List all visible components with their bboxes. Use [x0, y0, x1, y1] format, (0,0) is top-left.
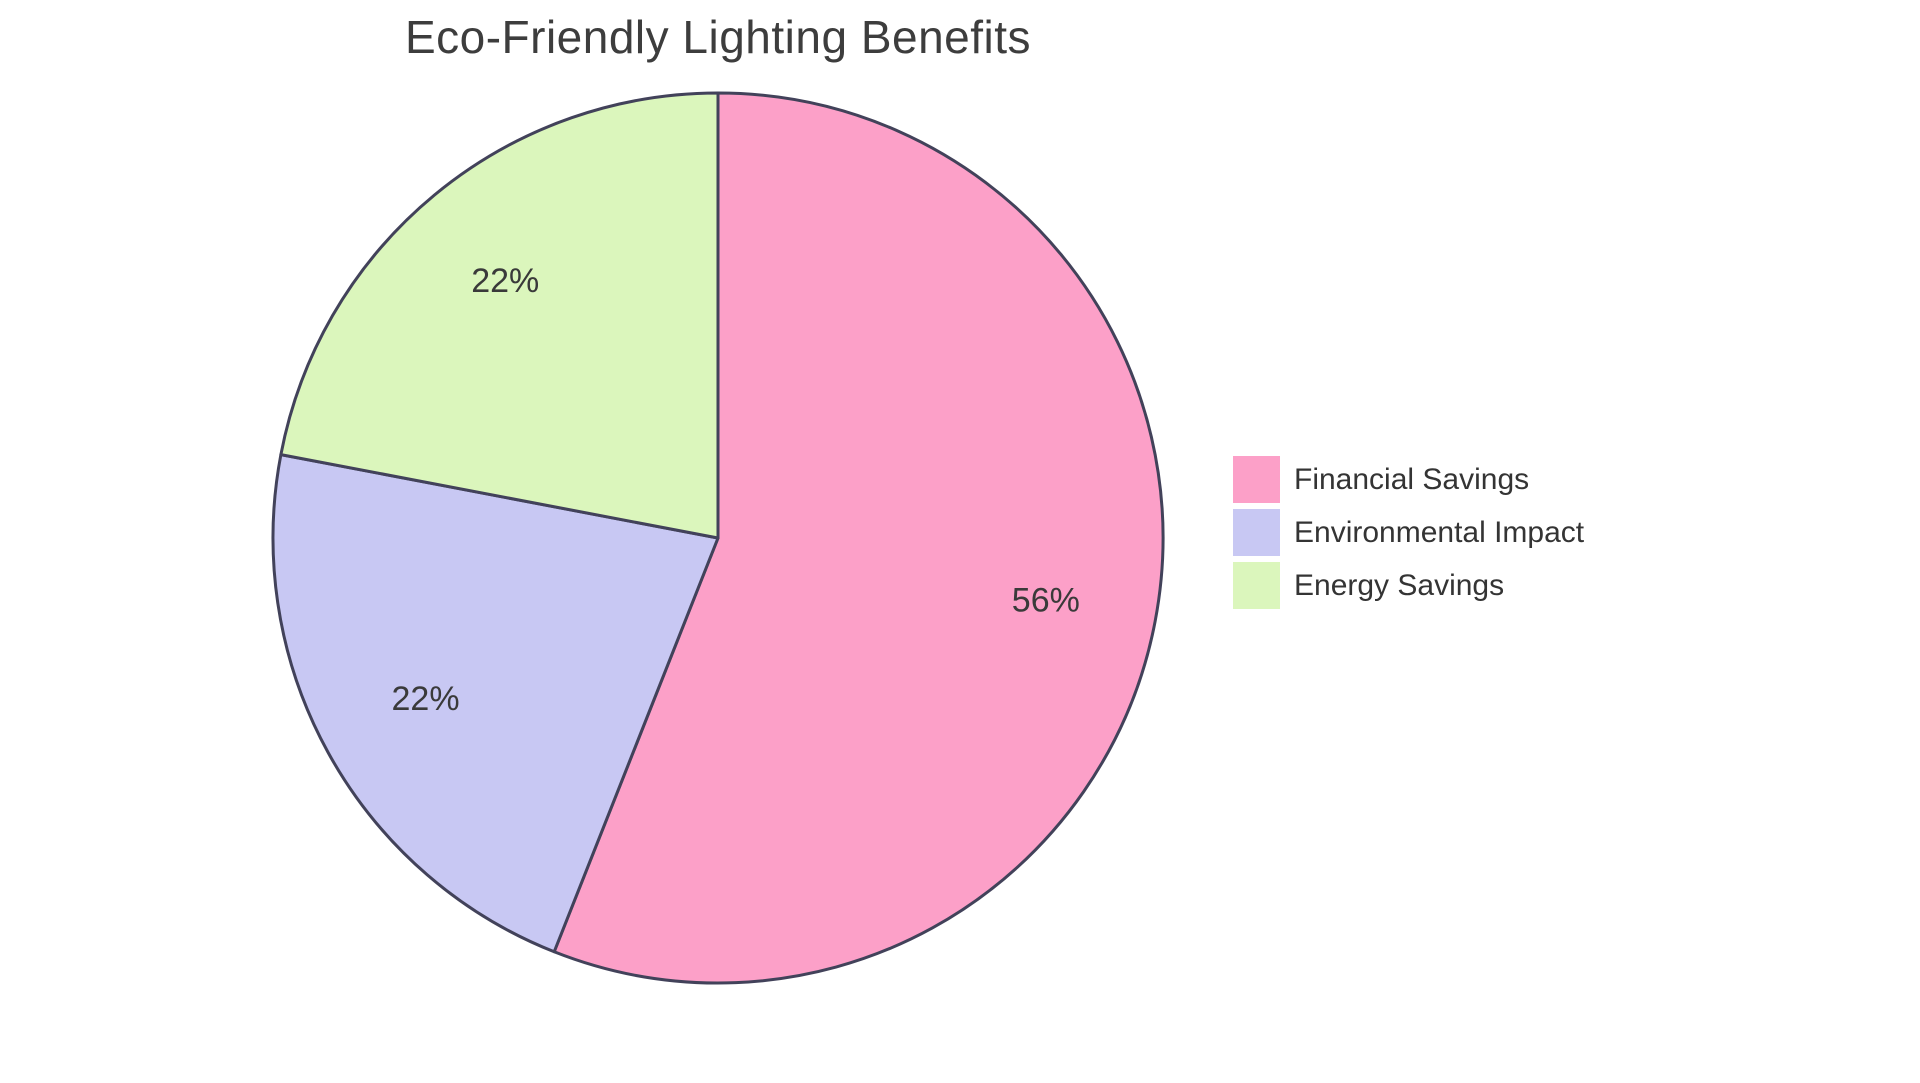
pie-slice-energy-savings	[279, 91, 720, 540]
legend-item-environmental-impact: Environmental Impact	[1233, 509, 1584, 556]
legend-swatch-energy-savings	[1233, 562, 1280, 609]
legend-swatch-financial-savings	[1233, 456, 1280, 503]
legend-item-energy-savings: Energy Savings	[1233, 562, 1584, 609]
legend-label-financial-savings: Financial Savings	[1294, 462, 1530, 496]
chart-title: Eco-Friendly Lighting Benefits	[404, 11, 1032, 63]
legend-label-energy-savings: Energy Savings	[1294, 568, 1505, 602]
pie-slice-label-environmental-impact: 22%	[392, 680, 460, 718]
legend-swatch-environmental-impact	[1233, 509, 1280, 556]
legend-label-environmental-impact: Environmental Impact	[1294, 515, 1585, 549]
pie-slice-environmental-impact	[271, 453, 720, 954]
pie-slice-label-financial-savings: 56%	[1012, 582, 1080, 620]
legend-item-financial-savings: Financial Savings	[1233, 456, 1584, 503]
legend: Financial Savings Environmental Impact E…	[1233, 456, 1584, 615]
pie-slice-financial-savings	[552, 91, 1165, 985]
pie-slice-label-energy-savings: 22%	[471, 262, 539, 300]
